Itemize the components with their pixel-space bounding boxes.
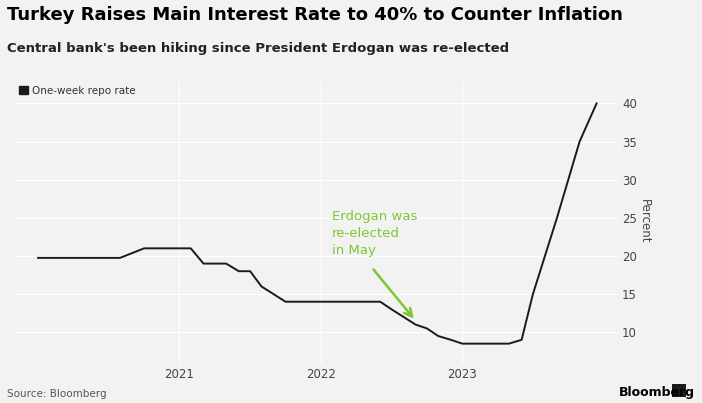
Text: Source: Bloomberg: Source: Bloomberg (7, 389, 107, 399)
Text: Central bank's been hiking since President Erdogan was re-elected: Central bank's been hiking since Preside… (7, 42, 509, 55)
FancyBboxPatch shape (673, 384, 687, 397)
Text: Erdogan was
re-elected
in May: Erdogan was re-elected in May (332, 210, 418, 257)
Y-axis label: Percent: Percent (637, 199, 651, 244)
Text: Bloomberg: Bloomberg (619, 386, 695, 399)
Text: Turkey Raises Main Interest Rate to 40% to Counter Inflation: Turkey Raises Main Interest Rate to 40% … (7, 6, 623, 24)
Legend: One-week repo rate: One-week repo rate (19, 86, 135, 96)
